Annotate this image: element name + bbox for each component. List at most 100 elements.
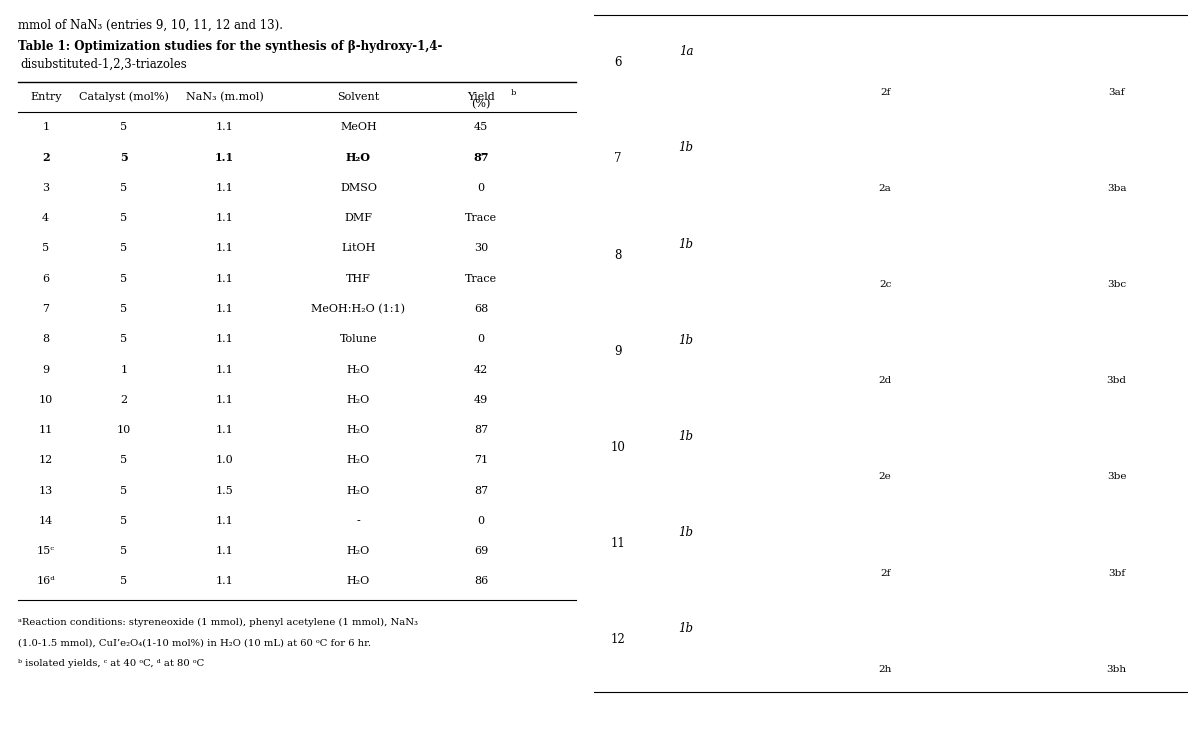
Text: 1.1: 1.1 <box>215 395 233 405</box>
Text: Yield: Yield <box>467 92 495 102</box>
Text: disubstituted-1,2,3-triazoles: disubstituted-1,2,3-triazoles <box>21 58 188 71</box>
Text: Table 1: Optimization studies for the synthesis of β-hydroxy-1,4-: Table 1: Optimization studies for the sy… <box>18 40 442 53</box>
Text: 5: 5 <box>120 304 127 314</box>
Text: Solvent: Solvent <box>337 92 379 102</box>
Text: 10: 10 <box>116 425 131 435</box>
Text: 45: 45 <box>474 122 488 132</box>
Text: 10: 10 <box>611 441 625 454</box>
Text: Trace: Trace <box>466 213 498 223</box>
Text: H₂O: H₂O <box>347 395 369 405</box>
Text: 9: 9 <box>43 365 49 375</box>
Text: 3bf: 3bf <box>1108 569 1125 578</box>
Text: 1b: 1b <box>678 622 694 635</box>
Text: 1.1: 1.1 <box>215 122 233 132</box>
Text: 6: 6 <box>614 56 621 70</box>
Text: 1.5: 1.5 <box>215 485 233 496</box>
Text: 1a: 1a <box>678 45 694 59</box>
Text: 2a: 2a <box>879 184 891 193</box>
Text: 12: 12 <box>611 633 625 646</box>
Text: 3bd: 3bd <box>1107 376 1126 385</box>
Text: 14: 14 <box>39 516 52 526</box>
Text: 1.1: 1.1 <box>215 274 233 284</box>
Text: 68: 68 <box>474 304 488 314</box>
Text: 3bh: 3bh <box>1107 665 1126 673</box>
Text: 1.1: 1.1 <box>215 425 233 435</box>
Text: 71: 71 <box>474 455 488 466</box>
Text: H₂O: H₂O <box>347 576 369 586</box>
Text: 0: 0 <box>478 183 485 193</box>
Text: 8: 8 <box>614 249 621 261</box>
Text: -: - <box>356 516 360 526</box>
Text: H₂O: H₂O <box>347 425 369 435</box>
Text: 1.1: 1.1 <box>215 304 233 314</box>
Text: DMF: DMF <box>345 213 372 223</box>
Text: 1b: 1b <box>678 334 694 347</box>
Text: 1b: 1b <box>678 141 694 154</box>
Text: 1b: 1b <box>678 238 694 250</box>
Text: 5: 5 <box>120 122 127 132</box>
Text: 10: 10 <box>39 395 52 405</box>
Text: 11: 11 <box>611 537 625 550</box>
Text: 5: 5 <box>43 244 49 253</box>
Text: 1.1: 1.1 <box>215 244 233 253</box>
Text: 3: 3 <box>43 183 49 193</box>
Text: 5: 5 <box>120 274 127 284</box>
Text: 1.1: 1.1 <box>215 546 233 556</box>
Text: Trace: Trace <box>466 274 498 284</box>
Text: 49: 49 <box>474 395 488 405</box>
Text: 11: 11 <box>39 425 52 435</box>
Text: b: b <box>511 89 517 97</box>
Text: ᵃReaction conditions: styreneoxide (1 mmol), phenyl acetylene (1 mmol), NaN₃: ᵃReaction conditions: styreneoxide (1 mm… <box>18 618 418 627</box>
Text: 0: 0 <box>478 516 485 526</box>
Text: MeOH:H₂O (1:1): MeOH:H₂O (1:1) <box>311 304 405 314</box>
Text: H₂O: H₂O <box>347 455 369 466</box>
Text: 1b: 1b <box>678 526 694 539</box>
Text: 1: 1 <box>43 122 49 132</box>
Text: 1.0: 1.0 <box>215 455 233 466</box>
Text: 87: 87 <box>474 485 488 496</box>
Text: 5: 5 <box>120 485 127 496</box>
Text: Entry: Entry <box>30 92 62 102</box>
Text: 7: 7 <box>43 304 49 314</box>
Text: 1.1: 1.1 <box>215 516 233 526</box>
Text: 16ᵈ: 16ᵈ <box>37 576 55 586</box>
Text: 2: 2 <box>42 152 50 163</box>
Text: H₂O: H₂O <box>347 485 369 496</box>
Text: Tolune: Tolune <box>340 335 378 344</box>
Text: (%): (%) <box>472 100 491 110</box>
Text: 1.1: 1.1 <box>215 335 233 344</box>
Text: 2f: 2f <box>880 569 890 578</box>
Text: H₂O: H₂O <box>346 152 371 163</box>
Text: 5: 5 <box>120 152 128 163</box>
Text: 42: 42 <box>474 365 488 375</box>
Text: 2: 2 <box>120 395 127 405</box>
Text: 2d: 2d <box>878 376 892 385</box>
Text: 13: 13 <box>39 485 52 496</box>
Text: 0: 0 <box>478 335 485 344</box>
Text: DMSO: DMSO <box>340 183 377 193</box>
Text: THF: THF <box>346 274 371 284</box>
Text: 1.1: 1.1 <box>215 183 233 193</box>
Text: 5: 5 <box>120 516 127 526</box>
Text: 2e: 2e <box>879 472 891 482</box>
Text: 1.1: 1.1 <box>215 213 233 223</box>
Text: NaN₃ (m.mol): NaN₃ (m.mol) <box>185 92 264 102</box>
Text: (1.0-1.5 mmol), CuI’e₂O₄(1-10 mol%) in H₂O (10 mL) at 60 ᵒC for 6 hr.: (1.0-1.5 mmol), CuI’e₂O₄(1-10 mol%) in H… <box>18 638 371 647</box>
Text: mmol of NaN₃ (entries 9, 10, 11, 12 and 13).: mmol of NaN₃ (entries 9, 10, 11, 12 and … <box>18 18 283 31</box>
Text: 2h: 2h <box>878 665 892 673</box>
Text: Catalyst (mol%): Catalyst (mol%) <box>78 92 169 102</box>
Text: 2f: 2f <box>880 88 890 97</box>
Text: 5: 5 <box>120 576 127 586</box>
Text: 8: 8 <box>43 335 49 344</box>
Text: 6: 6 <box>43 274 49 284</box>
Text: 1.1: 1.1 <box>215 576 233 586</box>
Text: 15ᶜ: 15ᶜ <box>37 546 55 556</box>
Text: 3af: 3af <box>1108 88 1125 97</box>
Text: MeOH: MeOH <box>340 122 377 132</box>
Text: 4: 4 <box>43 213 49 223</box>
Text: 5: 5 <box>120 213 127 223</box>
Text: 3bc: 3bc <box>1107 280 1126 289</box>
Text: 1.1: 1.1 <box>215 152 234 163</box>
Text: 87: 87 <box>474 425 488 435</box>
Text: H₂O: H₂O <box>347 365 369 375</box>
